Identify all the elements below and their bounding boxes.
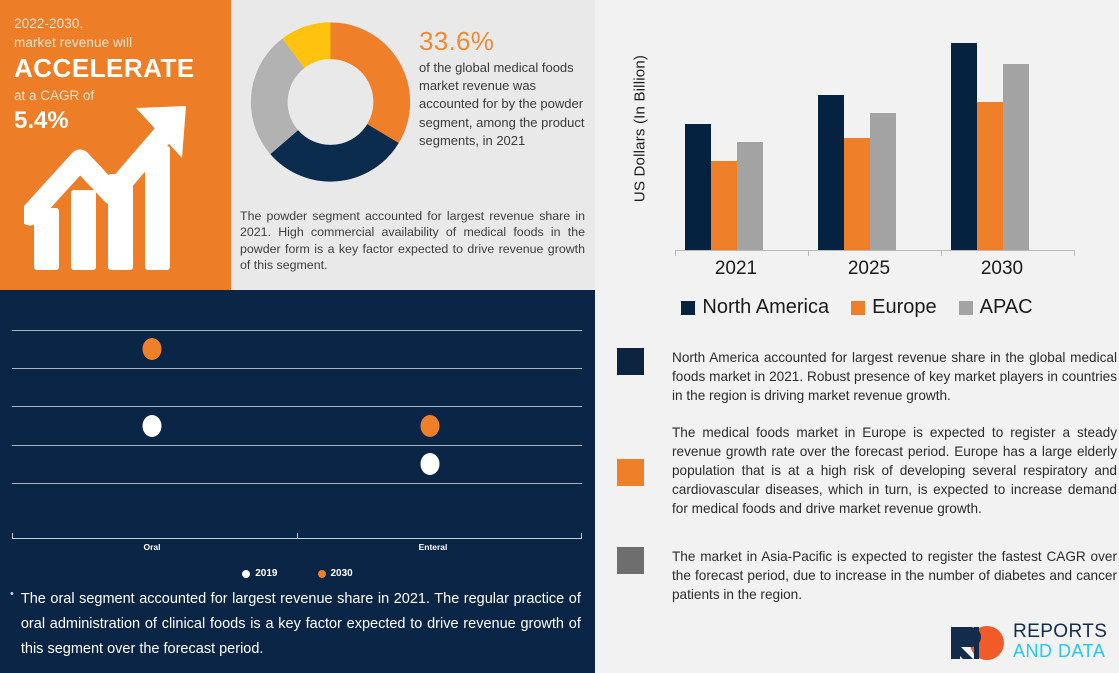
legend-item-2019: 2019 — [242, 568, 278, 579]
bar-chart-y-axis-label: US Dollars (In Billion) — [631, 54, 649, 203]
cagr-panel: 2022-2030, market revenue will ACCELERAT… — [0, 0, 231, 290]
logo-wordmark: REPORTS AND DATA — [1013, 622, 1107, 661]
legend-swatch-icon — [851, 300, 866, 315]
growth-arrow-bars-icon — [24, 106, 186, 270]
dot-enteral-2030 — [420, 415, 440, 437]
route-of-administration-panel: Oral Enteral 2019 2030 • The oral segmen… — [0, 290, 595, 673]
legend-swatch-icon — [958, 300, 973, 315]
region-color-chip-north-america — [617, 348, 644, 375]
x-label-2021: 2021 — [714, 258, 758, 279]
bar-chart-x-labels: 2021 2025 2030 — [675, 258, 1075, 284]
legend-dot-icon — [317, 569, 326, 578]
region-bullet-europe: The medical foods market in Europe is ex… — [617, 423, 1117, 518]
dot-enteral-2019 — [420, 453, 440, 475]
x-label-2030: 2030 — [980, 258, 1024, 279]
rd-monogram-icon — [951, 626, 1004, 660]
bar-2030-north-america — [951, 43, 977, 250]
cagr-lead-text: market revenue will — [14, 35, 133, 50]
dot-plot-chart — [12, 320, 582, 530]
bar-2030-apac — [1003, 64, 1029, 250]
regional-insights-panel: North America accounted for largest reve… — [595, 335, 1119, 673]
logo-line-reports: REPORTS — [1013, 621, 1108, 642]
gridline — [12, 445, 582, 446]
gridline — [12, 406, 582, 407]
region-color-chip-apac — [617, 547, 644, 574]
powder-segment-note: The powder segment accounted for largest… — [240, 209, 585, 273]
cagr-headline: ACCELERATE — [14, 53, 195, 83]
dot-oral-2019 — [142, 415, 162, 437]
cagr-subtext: at a CAGR of — [14, 88, 95, 103]
region-bullet-text-apac: The market in Asia-Pacific is expected t… — [672, 549, 1117, 602]
gridline — [12, 368, 582, 369]
axis-tick — [675, 250, 676, 256]
axis-tick — [297, 533, 298, 539]
legend-label-2019: 2019 — [255, 568, 278, 579]
legend-label-2030: 2030 — [330, 568, 353, 579]
legend-swatch-icon — [681, 300, 696, 315]
x-label-2025: 2025 — [847, 258, 891, 279]
donut-slice-liquid — [250, 22, 411, 182]
region-bullet-north-america: North America accounted for largest reve… — [617, 348, 1117, 405]
oral-segment-bullet-text: The oral segment accounted for largest r… — [20, 591, 581, 657]
gridline — [12, 483, 582, 484]
reports-and-data-logo: REPORTS AND DATA — [947, 620, 1107, 666]
bullet-marker-icon: • — [10, 588, 14, 600]
dot-x-label-enteral: Enteral — [418, 542, 448, 552]
bar-chart-legend: North America Europe APAC — [595, 296, 1119, 319]
bar-2021-apac — [737, 142, 763, 250]
axis-tick — [581, 533, 582, 539]
bar-group-2021 — [685, 124, 763, 250]
donut-panel: 33.6% of the global medical foods market… — [231, 0, 595, 290]
donut-percent-value: 33.6% — [419, 26, 495, 56]
bar-chart-plot-area — [675, 22, 1075, 250]
bar-2021-europe — [711, 161, 737, 250]
legend-item-apac: APAC — [958, 296, 1033, 319]
product-segment-donut-chart — [250, 22, 411, 182]
bar-2025-europe — [844, 138, 870, 250]
donut-slice-pills — [250, 22, 411, 182]
axis-tick — [12, 533, 13, 539]
legend-dot-icon — [242, 569, 251, 578]
axis-tick — [941, 250, 942, 256]
donut-slice-other — [250, 22, 411, 182]
dot-x-label-oral: Oral — [143, 542, 161, 552]
donut-callout: 33.6% of the global medical foods market… — [419, 26, 585, 150]
legend-item-europe: Europe — [851, 296, 937, 319]
dot-plot-legend: 2019 2030 — [0, 568, 595, 579]
region-bullet-apac: The market in Asia-Pacific is expected t… — [617, 547, 1117, 604]
logo-line-and-data: AND DATA — [1013, 641, 1106, 661]
bar-2021-north-america — [685, 124, 711, 250]
cagr-value: 5.4% — [14, 107, 69, 134]
legend-label-north-america: North America — [702, 296, 830, 318]
bar-2030-europe — [977, 102, 1003, 250]
bar-2025-north-america — [818, 95, 844, 250]
legend-label-europe: Europe — [872, 296, 937, 318]
donut-description: of the global medical foods market reven… — [419, 60, 585, 148]
bar-chart-x-axis — [675, 250, 1075, 251]
bar-group-2030 — [951, 43, 1029, 250]
legend-item-2030: 2030 — [317, 568, 353, 579]
oral-segment-bullet: • The oral segment accounted for largest… — [10, 587, 585, 662]
bar-group-2025 — [818, 95, 896, 250]
dot-oral-2030 — [142, 338, 162, 360]
region-bullet-text-europe: The medical foods market in Europe is ex… — [672, 425, 1117, 516]
bar-2025-apac — [870, 113, 896, 250]
cagr-period: 2022-2030, — [14, 16, 84, 31]
regional-bar-chart-panel: US Dollars (In Billion) 2021 — [595, 0, 1119, 335]
axis-tick — [1074, 250, 1075, 256]
region-bullet-text-north-america: North America accounted for largest reve… — [672, 350, 1117, 403]
region-color-chip-europe — [617, 459, 644, 486]
legend-item-north-america: North America — [681, 296, 829, 319]
legend-label-apac: APAC — [979, 296, 1033, 318]
axis-tick — [808, 250, 809, 256]
gridline — [12, 330, 582, 331]
